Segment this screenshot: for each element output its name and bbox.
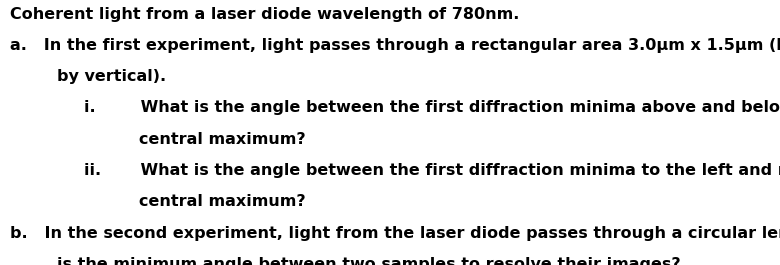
Text: by vertical).: by vertical). [57,69,166,84]
Text: central maximum?: central maximum? [139,194,306,209]
Text: central maximum?: central maximum? [139,132,306,147]
Text: ii.       What is the angle between the first diffraction minima to the left and: ii. What is the angle between the first … [84,163,780,178]
Text: Coherent light from a laser diode wavelength of 780nm.: Coherent light from a laser diode wavele… [10,7,519,22]
Text: is the minimum angle between two samples to resolve their images?: is the minimum angle between two samples… [57,257,681,265]
Text: b.   In the second experiment, light from the laser diode passes through a circu: b. In the second experiment, light from … [10,226,780,241]
Text: i.        What is the angle between the first diffraction minima above and below: i. What is the angle between the first d… [84,100,780,116]
Text: a.   In the first experiment, light passes through a rectangular area 3.0μm x 1.: a. In the first experiment, light passes… [10,38,780,53]
